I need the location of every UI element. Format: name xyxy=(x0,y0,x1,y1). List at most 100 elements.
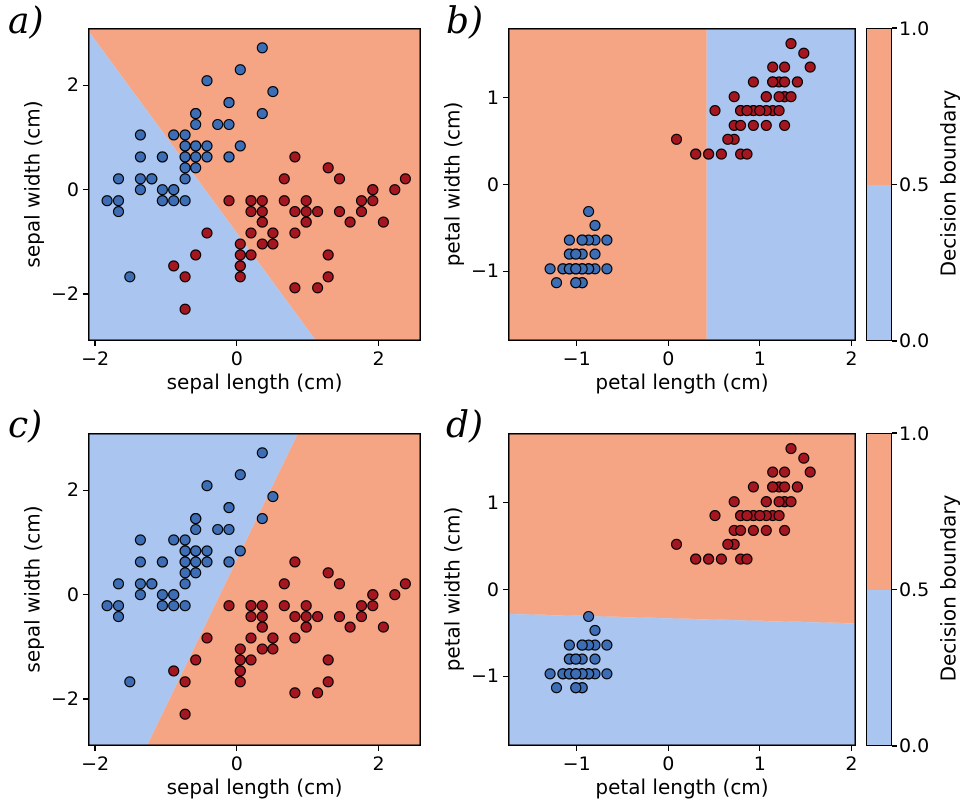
scatter-point-class1 xyxy=(760,496,772,508)
decision-region-class1 xyxy=(508,433,856,624)
scatter-point-class0 xyxy=(563,234,575,246)
panel-c-ylabel: sepal width (cm) xyxy=(20,505,45,673)
scatter-point-class1 xyxy=(256,206,268,218)
colorbar-tick-mark xyxy=(892,183,897,186)
scatter-point-class1 xyxy=(779,76,791,88)
scatter-point-class0 xyxy=(223,118,235,131)
panel-b-ylabel: petal width (cm) xyxy=(440,101,465,267)
scatter-point-class0 xyxy=(190,556,202,568)
decision-region-class0 xyxy=(88,433,299,746)
scatter-point-class0 xyxy=(589,653,601,665)
y-tick-mark xyxy=(503,501,508,504)
x-tick-label: 2 xyxy=(372,753,385,775)
x-tick-label: 0 xyxy=(230,348,243,370)
scatter-point-class0 xyxy=(601,639,613,651)
x-tick-mark xyxy=(236,746,238,751)
panel-d-ylabel: petal width (cm) xyxy=(440,506,465,672)
scatter-point-class1 xyxy=(300,600,312,612)
scatter-point-class0 xyxy=(190,108,202,120)
scatter-point-class1 xyxy=(289,687,301,699)
scatter-point-class1 xyxy=(728,496,740,508)
x-tick-mark xyxy=(667,341,669,346)
scatter-point-class1 xyxy=(741,148,753,160)
scatter-point-class1 xyxy=(179,708,191,720)
scatter-point-class1 xyxy=(256,195,268,207)
y-tick-mark xyxy=(83,293,88,295)
scatter-point-class1 xyxy=(267,238,279,250)
scatter-point-class1 xyxy=(722,538,734,550)
scatter-point-class0 xyxy=(601,234,613,246)
scatter-point-class1 xyxy=(791,481,803,493)
scatter-point-class1 xyxy=(278,600,290,612)
scatter-point-class1 xyxy=(322,162,334,174)
scatter-point-class1 xyxy=(267,227,279,239)
scatter-point-class0 xyxy=(112,611,125,623)
scatter-point-class0 xyxy=(179,556,191,568)
scatter-point-class1 xyxy=(190,654,202,666)
scatter-point-class0 xyxy=(223,556,235,568)
scatter-point-class0 xyxy=(234,64,246,76)
scatter-point-class1 xyxy=(389,589,401,601)
scatter-point-class1 xyxy=(747,481,759,493)
y-tick-label: 1 xyxy=(486,86,499,109)
scatter-point-class1 xyxy=(670,538,683,550)
scatter-point-class0 xyxy=(179,600,191,612)
scatter-point-class0 xyxy=(601,668,613,680)
colorbar-row1-label: Decision boundary xyxy=(936,89,961,277)
scatter-point-class0 xyxy=(168,195,180,207)
scatter-point-class0 xyxy=(201,151,213,163)
colorbar-row1 xyxy=(866,28,892,341)
scatter-point-class1 xyxy=(785,38,797,50)
scatter-point-class0 xyxy=(201,140,213,152)
scatter-point-class1 xyxy=(322,249,334,261)
scatter-point-class1 xyxy=(333,578,346,590)
y-tick-mark xyxy=(503,183,508,186)
scatter-point-class1 xyxy=(256,621,268,633)
scatter-point-class1 xyxy=(741,105,753,117)
scatter-point-class0 xyxy=(134,184,146,196)
scatter-point-class1 xyxy=(399,173,411,185)
scatter-point-class1 xyxy=(399,578,411,590)
scatter-point-class0 xyxy=(168,600,180,612)
scatter-point-class0 xyxy=(190,523,202,536)
y-tick-mark xyxy=(83,84,88,87)
scatter-point-class1 xyxy=(245,632,257,644)
y-tick-label: 2 xyxy=(66,74,79,97)
scatter-point-class1 xyxy=(767,61,779,73)
scatter-point-class1 xyxy=(312,687,324,699)
scatter-point-class0 xyxy=(134,556,146,568)
scatter-point-class0 xyxy=(570,668,582,680)
x-tick-mark xyxy=(576,341,578,346)
scatter-point-class1 xyxy=(767,76,779,88)
scatter-point-class0 xyxy=(179,578,191,590)
scatter-point-class0 xyxy=(124,676,136,688)
scatter-point-class1 xyxy=(773,91,785,103)
scatter-point-class0 xyxy=(267,86,279,98)
y-tick-mark xyxy=(503,675,508,678)
scatter-point-class1 xyxy=(773,496,785,508)
scatter-point-class1 xyxy=(234,249,246,261)
scatter-point-class0 xyxy=(168,184,180,196)
scatter-point-class1 xyxy=(741,553,753,565)
scatter-point-class0 xyxy=(234,140,246,152)
axes-border xyxy=(88,28,421,341)
scatter-plot-a xyxy=(88,28,421,341)
scatter-point-class1 xyxy=(245,195,257,207)
x-tick-mark xyxy=(759,341,761,346)
panel-d-plot-area: −1 0 1 2 −1 0 1 xyxy=(471,433,857,775)
scatter-point-class0 xyxy=(156,600,168,612)
scatter-point-class1 xyxy=(300,611,312,623)
scatter-point-class1 xyxy=(245,654,257,666)
scatter-point-class1 xyxy=(367,600,379,612)
scatter-point-class0 xyxy=(112,600,125,612)
scatter-point-class1 xyxy=(278,195,290,207)
scatter-point-class1 xyxy=(234,665,246,677)
scatter-point-class1 xyxy=(760,119,772,131)
scatter-point-class1 xyxy=(234,643,246,655)
scatter-point-class0 xyxy=(134,589,146,601)
x-tick-mark xyxy=(94,341,96,346)
scatter-point-class0 xyxy=(570,277,582,289)
scatter-point-class1 xyxy=(234,654,246,666)
colorbar-tick-mark xyxy=(892,588,897,591)
scatter-point-class1 xyxy=(791,76,803,88)
